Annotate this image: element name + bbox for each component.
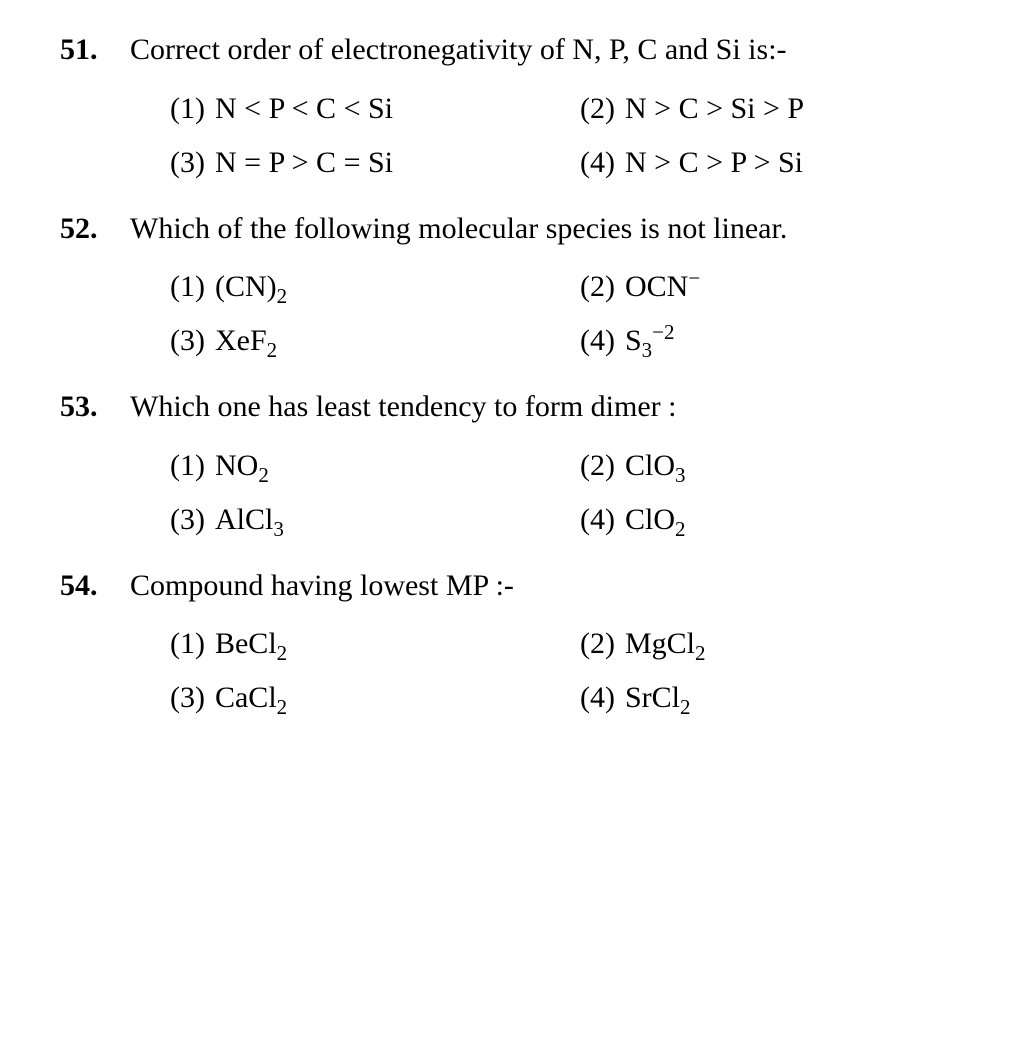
question-text: Compound having lowest MP :-	[130, 566, 514, 607]
option-1: (1) (CN)2	[170, 269, 580, 305]
option-row: (3) N = P > C = Si (4) N > C > P > Si	[170, 145, 984, 181]
option-text: SrCl2	[625, 680, 691, 716]
option-1: (1) BeCl2	[170, 626, 580, 662]
option-text: OCN−	[625, 269, 700, 305]
options: (1) (CN)2 (2) OCN− (3) XeF2 (4) S3−2	[170, 269, 984, 359]
option-text: ClO2	[625, 502, 686, 538]
option-label: (4)	[580, 502, 615, 538]
option-4: (4) S3−2	[580, 323, 984, 359]
option-4: (4) N > C > P > Si	[580, 145, 984, 181]
option-1: (1) N < P < C < Si	[170, 91, 580, 127]
question-number: 52.	[60, 212, 130, 246]
option-label: (2)	[580, 626, 615, 662]
question-number: 54.	[60, 569, 130, 603]
options: (1) N < P < C < Si (2) N > C > Si > P (3…	[170, 91, 984, 181]
option-label: (2)	[580, 91, 615, 127]
option-2: (2) ClO3	[580, 448, 984, 484]
question-51: 51. Correct order of electronegativity o…	[60, 30, 984, 181]
option-text: CaCl2	[215, 680, 287, 716]
option-text: N < P < C < Si	[215, 91, 393, 127]
option-row: (3) AlCl3 (4) ClO2	[170, 502, 984, 538]
option-4: (4) SrCl2	[580, 680, 984, 716]
options: (1) NO2 (2) ClO3 (3) AlCl3 (4) ClO2	[170, 448, 984, 538]
question-52: 52. Which of the following molecular spe…	[60, 209, 984, 360]
question-number: 51.	[60, 33, 130, 67]
question-row: 52. Which of the following molecular spe…	[60, 209, 984, 250]
option-text: ClO3	[625, 448, 686, 484]
option-row: (1) NO2 (2) ClO3	[170, 448, 984, 484]
question-text: Which one has least tendency to form dim…	[130, 387, 677, 428]
option-label: (1)	[170, 91, 205, 127]
question-text: Correct order of electronegativity of N,…	[130, 30, 787, 71]
option-text: XeF2	[215, 323, 277, 359]
option-3: (3) XeF2	[170, 323, 580, 359]
option-label: (1)	[170, 448, 205, 484]
option-text: BeCl2	[215, 626, 287, 662]
question-row: 54. Compound having lowest MP :-	[60, 566, 984, 607]
option-row: (1) BeCl2 (2) MgCl2	[170, 626, 984, 662]
option-text: NO2	[215, 448, 269, 484]
question-text: Which of the following molecular species…	[130, 209, 787, 250]
option-3: (3) CaCl2	[170, 680, 580, 716]
option-2: (2) N > C > Si > P	[580, 91, 984, 127]
option-row: (3) XeF2 (4) S3−2	[170, 323, 984, 359]
option-label: (3)	[170, 323, 205, 359]
option-2: (2) MgCl2	[580, 626, 984, 662]
option-text: N > C > Si > P	[625, 91, 804, 127]
option-3: (3) AlCl3	[170, 502, 580, 538]
question-53: 53. Which one has least tendency to form…	[60, 387, 984, 538]
option-text: N > C > P > Si	[625, 145, 803, 181]
option-text: AlCl3	[215, 502, 284, 538]
page: 51. Correct order of electronegativity o…	[0, 0, 1024, 764]
option-label: (3)	[170, 680, 205, 716]
option-label: (3)	[170, 145, 205, 181]
option-label: (4)	[580, 680, 615, 716]
question-54: 54. Compound having lowest MP :- (1) BeC…	[60, 566, 984, 717]
question-number: 53.	[60, 390, 130, 424]
option-text: MgCl2	[625, 626, 706, 662]
question-row: 51. Correct order of electronegativity o…	[60, 30, 984, 71]
option-row: (1) (CN)2 (2) OCN−	[170, 269, 984, 305]
option-label: (2)	[580, 269, 615, 305]
option-label: (1)	[170, 626, 205, 662]
option-label: (2)	[580, 448, 615, 484]
option-label: (3)	[170, 502, 205, 538]
options: (1) BeCl2 (2) MgCl2 (3) CaCl2 (4) SrCl2	[170, 626, 984, 716]
option-row: (1) N < P < C < Si (2) N > C > Si > P	[170, 91, 984, 127]
option-1: (1) NO2	[170, 448, 580, 484]
option-label: (1)	[170, 269, 205, 305]
option-3: (3) N = P > C = Si	[170, 145, 580, 181]
option-2: (2) OCN−	[580, 269, 984, 305]
option-4: (4) ClO2	[580, 502, 984, 538]
option-text: S3−2	[625, 323, 675, 359]
option-label: (4)	[580, 323, 615, 359]
option-text: N = P > C = Si	[215, 145, 393, 181]
option-row: (3) CaCl2 (4) SrCl2	[170, 680, 984, 716]
option-label: (4)	[580, 145, 615, 181]
question-row: 53. Which one has least tendency to form…	[60, 387, 984, 428]
option-text: (CN)2	[215, 269, 287, 305]
